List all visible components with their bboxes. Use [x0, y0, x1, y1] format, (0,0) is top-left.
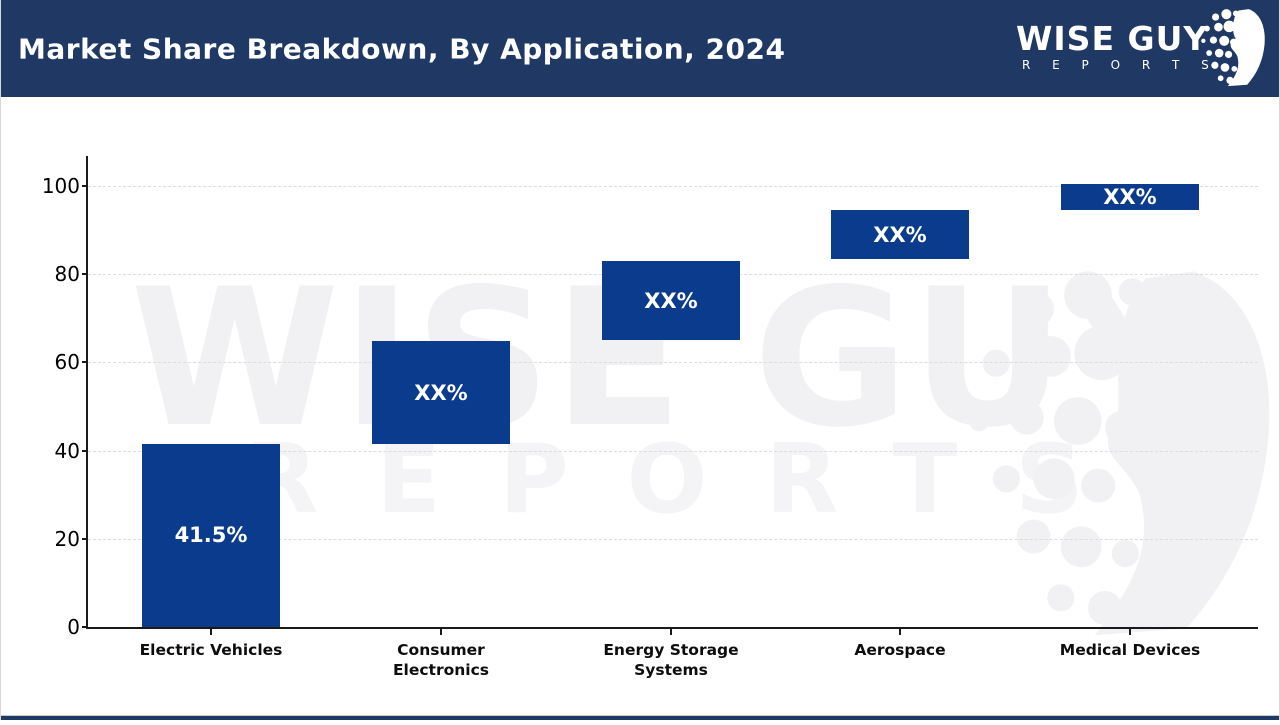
bar-energy-storage-systems: XX%: [602, 260, 740, 341]
x-tick-mark: [440, 629, 442, 635]
bar-electric-vehicles: 41.5%: [142, 443, 280, 627]
y-tick-label: 40: [54, 438, 80, 463]
bar-aerospace: XX%: [831, 210, 969, 259]
gridline-100: [88, 186, 1258, 187]
wise-guy-logo: WISE GUY R E P O R T S: [1016, 6, 1266, 92]
y-tick-label: 60: [54, 350, 80, 375]
y-tick-label: 100: [41, 174, 80, 198]
category-label-energy-storage-systems: Energy Storage Systems: [603, 641, 739, 679]
y-axis-line: [86, 156, 88, 629]
logo-wordmark: WISE GUY: [1016, 19, 1209, 58]
y-tick-mark: [82, 361, 88, 364]
gridline-40: [88, 450, 1258, 452]
y-tick-label: 0: [67, 615, 80, 639]
y-tick-mark: [82, 273, 88, 276]
footer-bar: [0, 716, 1280, 720]
category-label-consumer-electronics: Consumer Electronics: [392, 641, 490, 679]
category-label-electric-vehicles: Electric Vehicles: [139, 641, 283, 659]
footer-divider: [0, 715, 1280, 716]
logo-face-icon: [1201, 9, 1265, 87]
y-tick-mark: [82, 537, 88, 540]
bar-value-label: 41.5%: [174, 523, 248, 548]
category-label-medical-devices: Medical Devices: [1059, 641, 1201, 659]
x-tick-mark: [899, 629, 901, 635]
gridline-60: [88, 362, 1258, 364]
bar-value-label: XX%: [644, 288, 698, 313]
x-tick-mark: [210, 629, 212, 635]
logo-text: WISE GUY R E P O R T S: [1016, 19, 1218, 73]
x-axis-line: [86, 627, 1258, 629]
category-label-aerospace: Aerospace: [854, 641, 946, 659]
bar-value-label: XX%: [1103, 185, 1157, 209]
x-tick-mark: [1129, 629, 1131, 635]
bar-consumer-electronics: XX%: [372, 341, 510, 444]
y-tick-label: 20: [54, 526, 80, 551]
logo-subtitle: R E P O R T S: [1022, 58, 1218, 72]
header-banner: Market Share Breakdown, By Application, …: [0, 0, 1280, 97]
page-title: Market Share Breakdown, By Application, …: [18, 32, 786, 65]
y-tick-label: 80: [54, 262, 80, 287]
bar-value-label: XX%: [414, 380, 468, 405]
y-tick-mark: [82, 626, 88, 628]
y-tick-mark: [82, 449, 88, 452]
x-tick-mark: [670, 629, 672, 635]
bar-medical-devices: XX%: [1061, 183, 1199, 211]
gridline-20: [88, 538, 1258, 540]
y-tick-mark: [82, 185, 88, 187]
bar-value-label: XX%: [873, 222, 927, 247]
